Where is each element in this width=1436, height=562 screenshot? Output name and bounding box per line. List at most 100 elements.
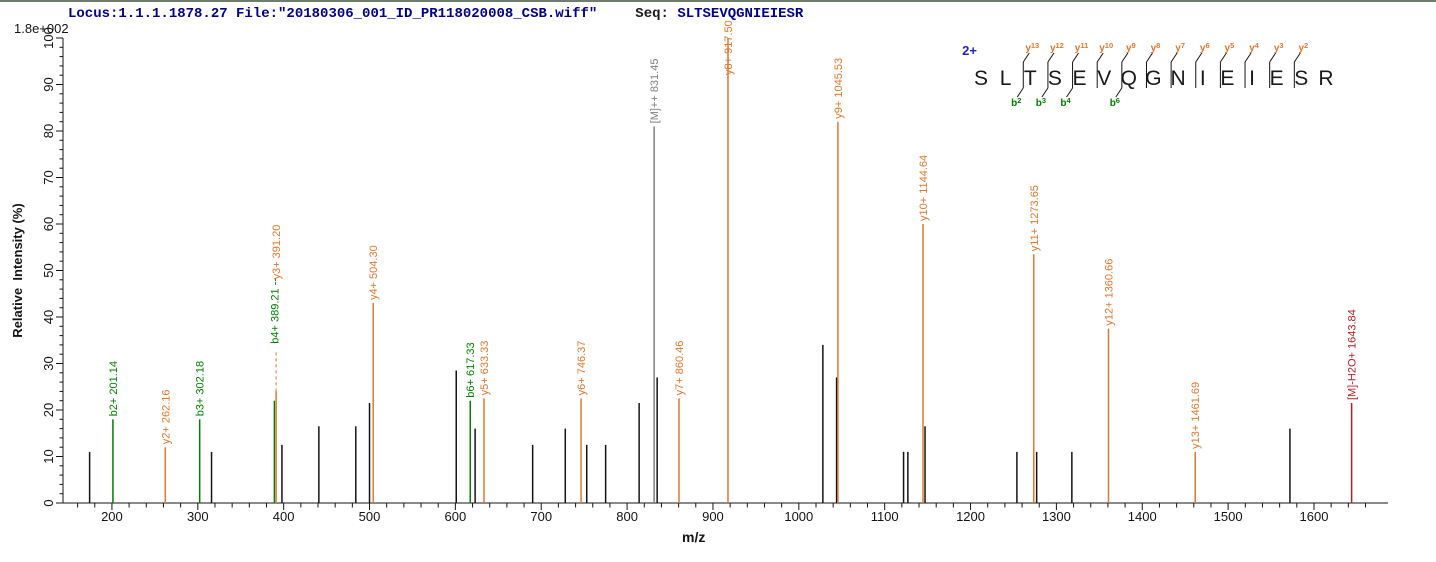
y-ion-label: y12 — [1050, 41, 1064, 54]
y-ion-label: y11 — [1075, 41, 1089, 54]
y-tick-label: 30 — [41, 356, 56, 370]
x-tick-label: 200 — [101, 509, 123, 524]
y-ion-label: y4 — [1249, 41, 1260, 54]
peak-label: y12+ 1360.66 — [1103, 259, 1115, 326]
y-tick-label: 70 — [41, 170, 56, 184]
sequence-header: Seq: SLTSEVQGNIEIESR — [635, 6, 803, 22]
peak-label: y5+ 633.33 — [479, 341, 491, 396]
fragment-divider-top-diagonal — [1293, 52, 1301, 63]
fragment-divider-bottom-diagonal — [1016, 87, 1024, 98]
peak-label: b2+ 201.14 — [108, 361, 120, 416]
peak-label: y6+ 746.37 — [576, 341, 588, 396]
peak-label: y13+ 1461.69 — [1190, 382, 1202, 449]
fragment-divider-top-diagonal — [1072, 52, 1079, 63]
x-tick-label: 600 — [445, 509, 467, 524]
seq-value: SLTSEVQGNIEIESR — [677, 6, 804, 22]
residue-letter: S — [1294, 67, 1308, 90]
y-tick-label: 100 — [41, 27, 56, 49]
peak-label: y10+ 1144.64 — [918, 155, 930, 221]
peak-label: y9+ 1045.53 — [833, 58, 845, 119]
x-tick-label: 1000 — [784, 509, 813, 524]
charge-state-label: 2+ — [962, 43, 977, 58]
y-ion-label: y10 — [1099, 41, 1113, 54]
y-ion-label: y8 — [1151, 41, 1161, 54]
residue-letter: L — [1000, 67, 1012, 90]
peak-label: y4+ 504.30 — [368, 245, 380, 300]
fragment-divider-bottom-diagonal — [1041, 87, 1049, 98]
b-ion-label: b4 — [1060, 96, 1071, 109]
y-tick-label: 40 — [41, 310, 56, 324]
residue-letter: Q — [1121, 67, 1137, 90]
x-tick-label: 300 — [187, 509, 209, 524]
y-tick-label: 20 — [41, 403, 56, 417]
intensity-scale-note: 1.8e+002 — [14, 21, 69, 36]
y-tick-label: 50 — [41, 263, 56, 277]
peak-label: b6+ 617.33 — [465, 342, 477, 397]
fragment-divider-top-diagonal — [1170, 52, 1178, 63]
x-tick-label: 900 — [702, 509, 724, 524]
y-ion-label: y2 — [1298, 41, 1308, 54]
b-ion-label: b3 — [1036, 96, 1046, 109]
peak-label: y11+ 1273.65 — [1029, 185, 1041, 251]
y-tick-label: 60 — [41, 217, 56, 231]
peak-label: b4+ 389.21 -- — [269, 278, 281, 344]
window-top-edge — [0, 0, 1436, 2]
x-tick-label: 400 — [273, 509, 295, 524]
residue-letter: S — [1048, 67, 1062, 90]
fragment-divider-top-diagonal — [1022, 52, 1030, 63]
y-tick-label: 80 — [41, 124, 56, 138]
b-ion-label: b2 — [1011, 96, 1021, 109]
y-ion-label: y9 — [1126, 41, 1136, 54]
residue-letter: I — [1200, 67, 1206, 90]
y-tick-label: 90 — [41, 77, 56, 91]
peak-label: y2+ 262.16 — [160, 389, 172, 444]
x-tick-label: 1300 — [1042, 509, 1071, 524]
seq-label: Seq: — [635, 6, 669, 22]
residue-letter: I — [1249, 67, 1255, 90]
peak-label: y8+ 917.50 — [723, 20, 735, 75]
y-ion-label: y6 — [1200, 41, 1210, 54]
b-ion-label: b6 — [1110, 96, 1120, 109]
spectrum-header: Locus:1.1.1.1878.27 File:"20180306_001_I… — [68, 6, 803, 22]
x-tick-label: 1200 — [956, 509, 985, 524]
y-ion-label: y7 — [1175, 41, 1185, 54]
residue-letter: T — [1024, 67, 1037, 90]
y-ion-label: y3 — [1274, 41, 1284, 54]
fragment-divider-top-diagonal — [1146, 52, 1153, 63]
peak-label: y7+ 860.46 — [674, 341, 686, 396]
y-tick-label: 0 — [41, 499, 56, 506]
y-axis-title: Relative Intensity (%) — [10, 203, 25, 337]
y-tick-label: 10 — [41, 449, 56, 463]
fragment-divider-top-diagonal — [1219, 52, 1227, 63]
residue-letter: E — [1073, 67, 1087, 90]
fragment-divider-top-diagonal — [1047, 52, 1055, 63]
y-ion-label: y13 — [1025, 41, 1039, 54]
residue-letter: E — [1270, 67, 1284, 90]
peak-label: y3+ 391.20 — [271, 225, 283, 280]
fragment-divider-top-diagonal — [1121, 52, 1129, 63]
residue-letter: V — [1097, 67, 1111, 90]
x-tick-label: 1600 — [1300, 509, 1329, 524]
fragment-divider-top-diagonal — [1195, 52, 1203, 63]
peak-label: b3+ 302.18 — [195, 361, 207, 416]
fragment-divider-top-diagonal — [1244, 52, 1252, 63]
fragment-divider-top-diagonal — [1269, 52, 1277, 63]
fragment-divider-bottom-diagonal — [1066, 87, 1073, 98]
y-ion-label: y5 — [1225, 41, 1235, 54]
locus-file-text: Locus:1.1.1.1878.27 File:"20180306_001_I… — [68, 6, 598, 22]
fragment-divider-bottom-diagonal — [1115, 87, 1123, 98]
x-tick-label: 500 — [359, 509, 381, 524]
x-tick-label: 800 — [616, 509, 638, 524]
x-tick-label: 1400 — [1128, 509, 1157, 524]
residue-letter: R — [1318, 67, 1333, 90]
peak-label: [M]++ 831.45 — [649, 59, 661, 124]
x-tick-label: 1500 — [1214, 509, 1243, 524]
peak-label: [M]-H2O+ 1643.84 — [1347, 309, 1359, 400]
fragment-divider-top-diagonal — [1096, 52, 1104, 63]
x-tick-label: 1100 — [871, 509, 899, 524]
residue-letter: S — [974, 67, 988, 90]
residue-letter: E — [1220, 67, 1234, 90]
x-axis-title: m/z — [682, 529, 705, 545]
